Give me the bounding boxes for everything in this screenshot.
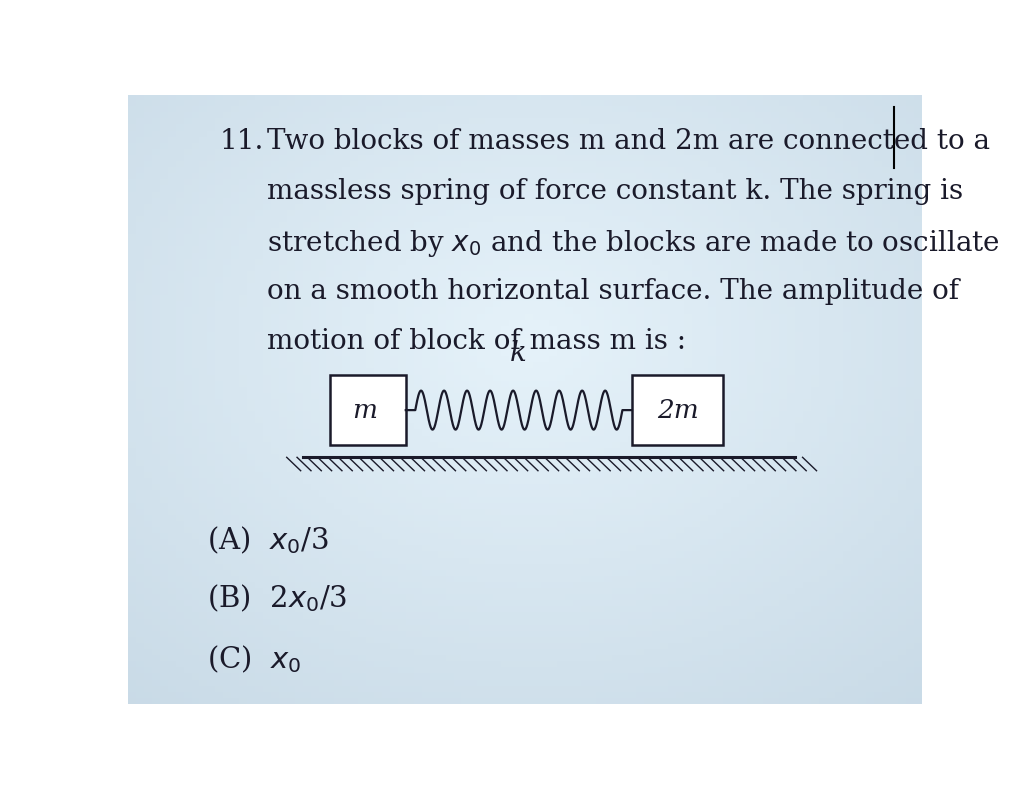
Text: (A)  $x_0$/3: (A) $x_0$/3: [207, 524, 329, 556]
Bar: [331, 375, 406, 445]
Text: 11.: 11.: [219, 128, 263, 155]
Text: 2m: 2m: [656, 398, 698, 422]
Text: (B)  2$x_0$/3: (B) 2$x_0$/3: [207, 582, 348, 614]
Text: motion of block of mass m is :: motion of block of mass m is :: [267, 328, 686, 355]
Text: (C)  $x_0$: (C) $x_0$: [207, 643, 302, 675]
Text: k: k: [510, 340, 527, 367]
Text: m: m: [352, 398, 377, 422]
Text: stretched by $x_0$ and the blocks are made to oscillate: stretched by $x_0$ and the blocks are ma…: [267, 229, 999, 259]
Bar: [632, 375, 723, 445]
Text: on a smooth horizontal surface. The amplitude of: on a smooth horizontal surface. The ampl…: [267, 278, 959, 305]
Text: Two blocks of masses m and 2m are connected to a: Two blocks of masses m and 2m are connec…: [267, 128, 990, 155]
Text: massless spring of force constant k. The spring is: massless spring of force constant k. The…: [267, 178, 963, 206]
